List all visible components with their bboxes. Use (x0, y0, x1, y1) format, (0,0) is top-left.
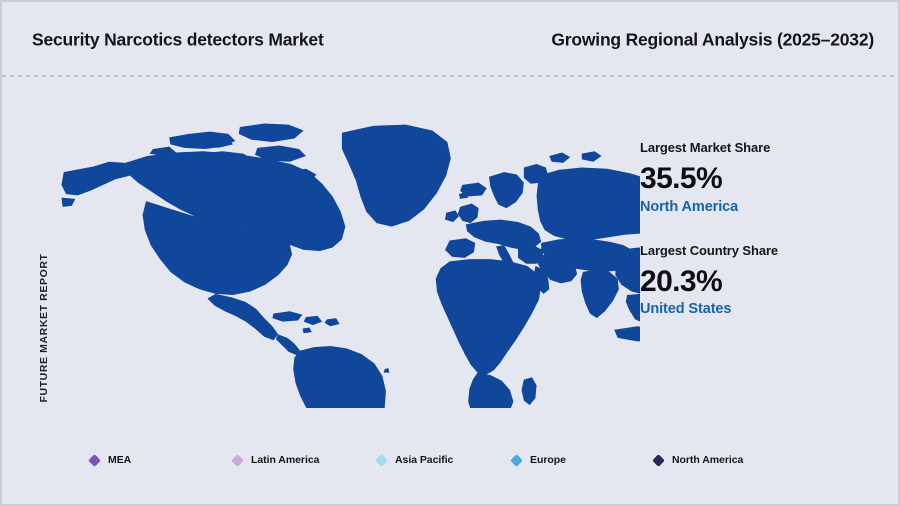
stat-label: Largest Market Share (640, 140, 771, 155)
legend-item-latin-america: Latin America (231, 448, 320, 472)
legend-item-europe: Europe (510, 448, 566, 472)
stat-region: North America (640, 198, 739, 215)
header-divider (2, 75, 898, 77)
legend-dot-icon (88, 453, 101, 467)
page-title: Security Narcotics detectors Market (32, 29, 324, 50)
stat-largest-country-share: Largest Country Share 20.3% United State… (640, 243, 890, 318)
legend-label: Europe (530, 454, 566, 466)
legend-dot-icon (652, 453, 665, 467)
legend-dot-icon (231, 453, 244, 467)
stat-largest-market-share: Largest Market Share 35.5% North America (640, 140, 890, 215)
world-map (60, 98, 640, 408)
legend-dot-icon (375, 453, 388, 467)
world-map-svg (61, 123, 640, 408)
legend-dot-icon (510, 453, 523, 467)
legend-label: MEA (108, 454, 132, 466)
legend-label: Latin America (251, 454, 320, 466)
header-subtitle: Growing Regional Analysis (2025–2032) (551, 29, 874, 50)
legend-item-mea: MEA (88, 448, 132, 472)
stat-value: 35.5% (640, 162, 723, 195)
brand-watermark: FUTURE MARKET REPORT (38, 253, 50, 403)
legend-label: North America (672, 454, 744, 466)
map-landmasses (61, 123, 640, 408)
legend-item-north-america: North America (652, 448, 744, 472)
stats-panel: Largest Market Share 35.5% North America… (640, 140, 890, 345)
stat-region: United States (640, 301, 732, 318)
legend-label: Asia Pacific (395, 454, 454, 466)
header: Security Narcotics detectors Market Grow… (2, 2, 898, 76)
stat-value: 20.3% (640, 264, 723, 298)
legend-item-asia-pacific: Asia Pacific (375, 448, 454, 472)
legend: MEA Latin America Asia Pacific Europe No… (2, 448, 898, 472)
stat-label: Largest Country Share (640, 242, 779, 258)
